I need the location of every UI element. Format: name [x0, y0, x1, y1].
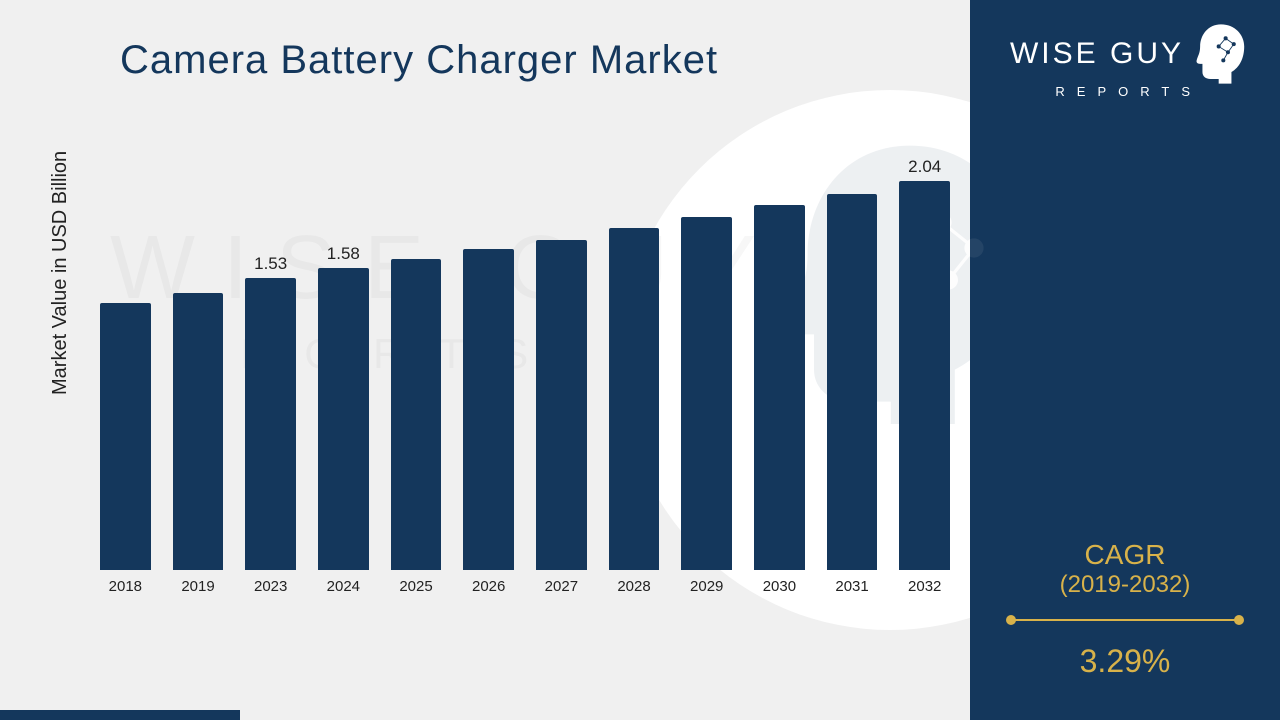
bar-group	[609, 204, 660, 570]
cagr-divider	[1006, 615, 1244, 625]
x-axis-tick-label: 2031	[827, 578, 878, 595]
x-axis-tick-label: 2019	[173, 578, 224, 595]
y-axis-label: Market Value in USD Billion	[49, 151, 72, 395]
x-axis-tick-label: 2024	[318, 578, 369, 595]
bar-group	[173, 269, 224, 570]
bar-group	[463, 225, 514, 570]
cagr-block: CAGR (2019-2032) 3.29%	[1006, 539, 1244, 680]
bars-container: 1.53 1.58 2.04	[100, 150, 950, 570]
cagr-title: CAGR	[1006, 539, 1244, 571]
bar-group: 1.58	[318, 244, 369, 570]
chart-title: Camera Battery Charger Market	[120, 38, 718, 83]
logo-head-icon	[1192, 22, 1250, 86]
bar	[899, 181, 950, 570]
x-axis-tick-label: 2028	[609, 578, 660, 595]
bar	[100, 303, 151, 570]
x-axis-tick-label: 2025	[391, 578, 442, 595]
bar	[536, 240, 587, 570]
logo-line1: WISE GUY	[1010, 37, 1184, 70]
bar-value-label: 1.58	[327, 244, 360, 264]
bottom-accent-bar	[0, 710, 240, 720]
bar-group	[827, 170, 878, 570]
bar-group: 2.04	[899, 157, 950, 570]
x-axis-tick-label: 2026	[463, 578, 514, 595]
bar	[391, 259, 442, 570]
logo: WISE GUY REPORTS	[1010, 22, 1250, 99]
x-axis-tick-label: 2018	[100, 578, 151, 595]
logo-line2: REPORTS	[1010, 84, 1250, 99]
x-axis-labels: 2018 2019 2023 2024 2025 2026 2027 2028 2029 2030…	[100, 578, 950, 595]
x-axis-tick-label: 2032	[899, 578, 950, 595]
bar	[681, 217, 732, 570]
bar	[754, 205, 805, 570]
bar	[609, 228, 660, 570]
bar	[318, 268, 369, 570]
x-axis-tick-label: 2027	[536, 578, 587, 595]
cagr-value: 3.29%	[1006, 643, 1244, 680]
bar-group	[100, 279, 151, 570]
bar	[463, 249, 514, 570]
bar-value-label: 1.53	[254, 254, 287, 274]
bar-group	[754, 181, 805, 570]
bar-group	[681, 193, 732, 570]
bar	[245, 278, 296, 570]
cagr-range: (2019-2032)	[1006, 571, 1244, 599]
bar-value-label: 2.04	[908, 157, 941, 177]
bar	[827, 194, 878, 570]
x-axis-tick-label: 2023	[245, 578, 296, 595]
bar	[173, 293, 224, 570]
x-axis-tick-label: 2030	[754, 578, 805, 595]
x-axis-tick-label: 2029	[681, 578, 732, 595]
bar-group	[391, 235, 442, 570]
bar-group: 1.53	[245, 254, 296, 570]
bar-group	[536, 216, 587, 570]
chart-area: Camera Battery Charger Market Market Val…	[45, 0, 965, 720]
